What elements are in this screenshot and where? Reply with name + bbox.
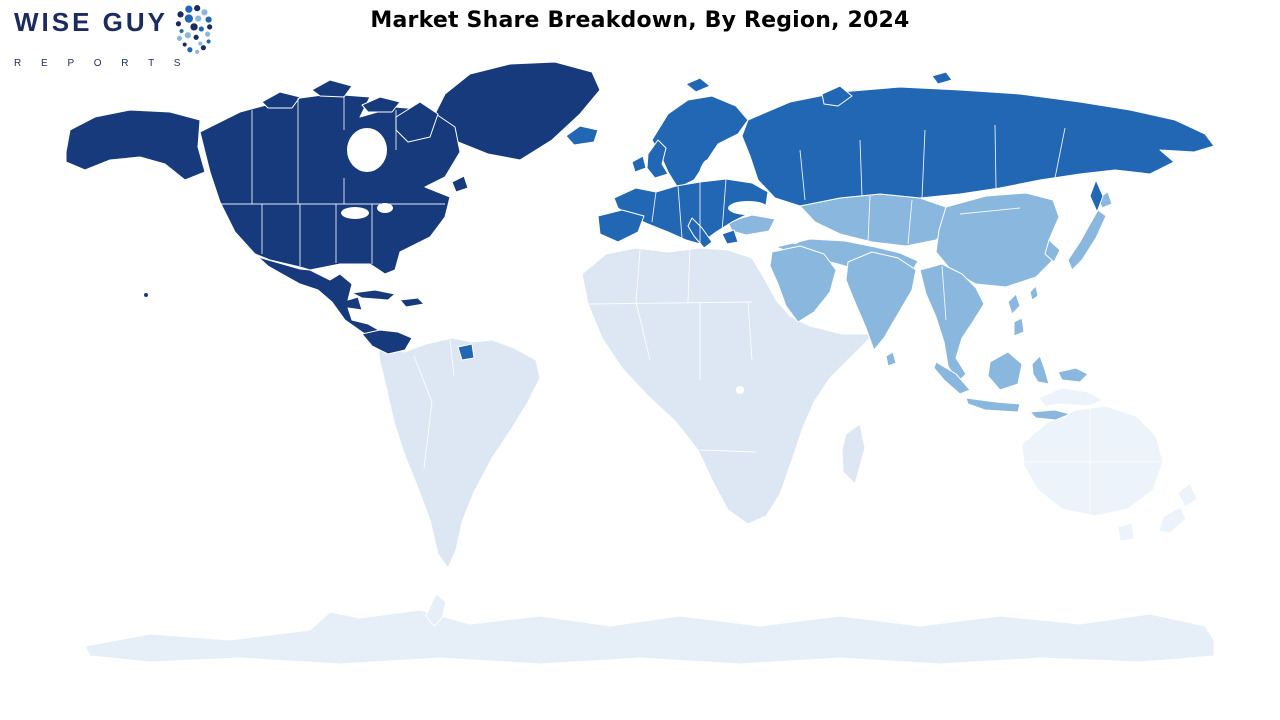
africa-internal-border-7: [699, 449, 757, 453]
sumatra-shape: [933, 361, 971, 395]
south-america-internal-border-2: [449, 339, 455, 377]
new-guinea-shape: [1037, 387, 1104, 407]
maluku-shape: [1057, 367, 1089, 383]
iberia-shape: [597, 209, 645, 243]
southeast-asia-shape: [919, 263, 985, 383]
new-zealand-north-shape: [1177, 482, 1198, 508]
korea-shape: [1044, 239, 1061, 263]
water-bodies: [341, 128, 804, 394]
asia-internal-border-1: [867, 195, 871, 243]
new-zealand-south-shape: [1158, 506, 1187, 534]
french-guiana-shape: [457, 343, 475, 361]
great-lakes-east-shape: [377, 203, 393, 213]
philippines-north-shape: [1007, 293, 1021, 315]
region-antarctica: [84, 593, 1215, 665]
africa-internal-border-6: [747, 301, 753, 361]
novaya-zemlya-shape: [821, 85, 853, 107]
antarctic-peninsula-shape: [425, 593, 447, 627]
arabia-shape: [769, 245, 837, 323]
lesser-sunda-shape: [1029, 409, 1071, 421]
hispaniola-shape: [399, 297, 425, 308]
severnaya-zemlya-shape: [931, 71, 953, 85]
region-europe-russia: [457, 71, 1215, 361]
india-shape: [845, 251, 917, 351]
russia-internal-border-1: [799, 149, 806, 201]
arctic-island-1-shape: [261, 91, 301, 109]
europe-internal-border-4: [721, 178, 727, 233]
canada-usa-shape: [199, 93, 461, 275]
mexico-central-america-shape: [257, 256, 391, 343]
sri-lanka-shape: [885, 351, 897, 367]
country-borders: [210, 96, 1162, 515]
south-america-internal-border-1: [413, 355, 433, 469]
japan-shape: [1067, 209, 1107, 271]
hawaii-shape: [143, 292, 149, 298]
russia-internal-border-3: [921, 129, 926, 199]
russia-internal-border-4: [994, 124, 997, 189]
europe-internal-border-1: [651, 191, 657, 223]
black-sea-shape: [728, 201, 768, 215]
russia-shape: [741, 86, 1215, 207]
russia-internal-border-2: [859, 139, 863, 197]
colombia-venezuela-shape: [361, 329, 413, 355]
alaska-shape: [65, 109, 206, 181]
russia-internal-border-5: [1054, 127, 1066, 179]
region-africa: [581, 247, 875, 525]
arctic-island-2-shape: [311, 79, 353, 98]
scandinavia-shape: [651, 95, 749, 189]
sakhalin-shape: [1089, 179, 1104, 213]
caspian-sea-shape: [786, 212, 804, 244]
cuba-shape: [351, 289, 396, 301]
svalbard-shape: [685, 77, 711, 93]
greece-shape: [721, 229, 739, 245]
africa-internal-border-3: [687, 247, 691, 303]
logo-subtext: R E P O R T S: [14, 58, 189, 69]
asia-internal-border-4: [941, 265, 947, 321]
madagascar-shape: [841, 423, 866, 485]
hudson-bay-shape: [347, 128, 387, 172]
antarctica-shape: [84, 609, 1215, 665]
wiseguy-logo: WISE GUY R E P O R T S: [14, 5, 214, 69]
arctic-island-3-shape: [361, 96, 401, 113]
south-america-shape: [377, 337, 541, 569]
baltic-sea-shape: [698, 159, 710, 181]
java-shape: [965, 397, 1021, 413]
region-asia-pacific: [727, 191, 1113, 421]
australia-shape: [1021, 405, 1164, 517]
philippines-south-shape: [1013, 317, 1025, 337]
region-south-america: [377, 337, 541, 569]
africa-shape: [581, 247, 875, 525]
taiwan-shape: [1029, 285, 1039, 301]
newfoundland-shape: [451, 175, 469, 193]
tasmania-shape: [1117, 522, 1135, 542]
greenland-shape: [431, 61, 601, 161]
borneo-shape: [987, 351, 1023, 391]
chart-title: Market Share Breakdown, By Region, 2024: [370, 8, 910, 33]
uk-shape: [646, 139, 669, 179]
europe-internal-border-2: [677, 185, 683, 239]
region-oceania: [1021, 387, 1198, 542]
region-north-america: [65, 61, 601, 355]
dotted-head-icon: [175, 5, 213, 54]
logo-wordmark: WISE GUY: [14, 7, 169, 37]
asia-internal-border-3: [959, 207, 1021, 215]
africa-internal-border-2: [635, 249, 641, 303]
great-lakes-shape: [341, 207, 369, 219]
sulawesi-shape: [1031, 355, 1050, 385]
china-shape: [935, 192, 1060, 288]
ireland-shape: [631, 155, 647, 173]
africa-internal-border-1: [587, 301, 753, 305]
iceland-shape: [565, 125, 599, 146]
lake-victoria-shape: [736, 386, 744, 394]
asia-internal-border-2: [907, 199, 913, 245]
africa-internal-border-4: [635, 301, 651, 361]
